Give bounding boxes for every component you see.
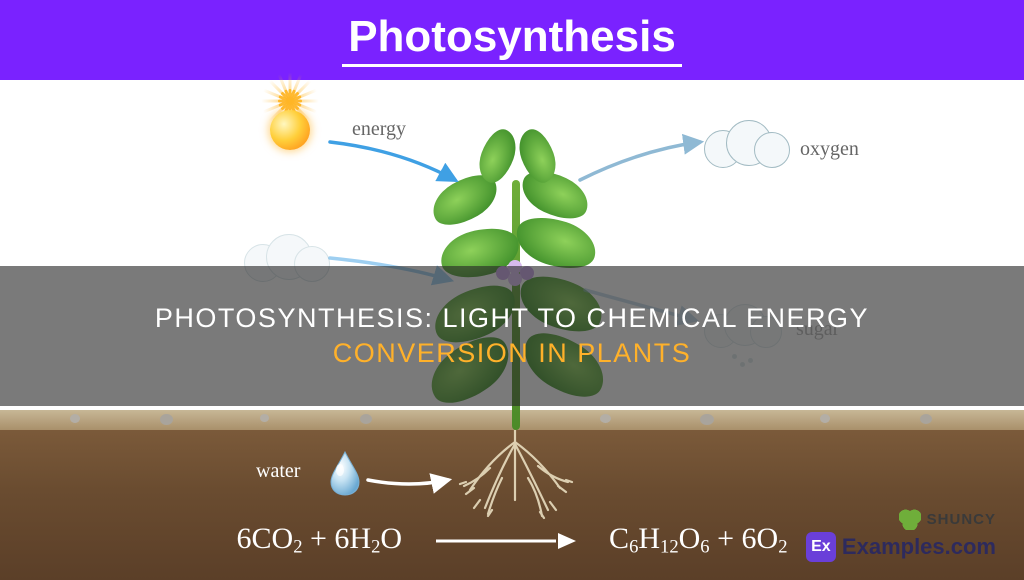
oxygen-cloud-icon xyxy=(700,116,790,171)
water-drop-icon xyxy=(328,450,362,496)
watermark-examples-label: Examples.com xyxy=(842,534,996,560)
pebble xyxy=(70,414,80,423)
label-energy: energy xyxy=(352,118,406,141)
header-banner: Photosynthesis xyxy=(0,0,1024,83)
roots-icon xyxy=(430,430,600,520)
label-oxygen: oxygen xyxy=(800,138,859,161)
pebble xyxy=(600,414,611,423)
pebble xyxy=(160,414,173,425)
equation-reactants: 6CO2 + 6H2O xyxy=(237,522,403,555)
sun-icon xyxy=(260,100,320,160)
pebble xyxy=(820,414,830,423)
caption-line2: CONVERSION IN PLANTS xyxy=(155,338,869,369)
pebble xyxy=(920,414,932,424)
watermark-shuncy-label: SHUNCY xyxy=(927,511,996,528)
page-title: Photosynthesis xyxy=(342,12,682,67)
pebble xyxy=(360,414,372,424)
pebble xyxy=(260,414,269,422)
equation-arrow-icon xyxy=(436,532,576,550)
caption-overlay: PHOTOSYNTHESIS: LIGHT TO CHEMICAL ENERGY… xyxy=(0,266,1024,406)
leaf-sprig-icon xyxy=(899,508,921,530)
examples-logo-icon: Ex xyxy=(806,532,836,562)
watermark-shuncy: SHUNCY xyxy=(899,508,996,530)
label-water: water xyxy=(256,460,300,483)
watermark-examples: Ex Examples.com xyxy=(806,532,996,562)
pebble xyxy=(700,414,714,425)
equation-products: C6H12O6 + 6O2 xyxy=(609,522,787,555)
caption-line1: PHOTOSYNTHESIS: LIGHT TO CHEMICAL ENERGY xyxy=(155,303,869,333)
